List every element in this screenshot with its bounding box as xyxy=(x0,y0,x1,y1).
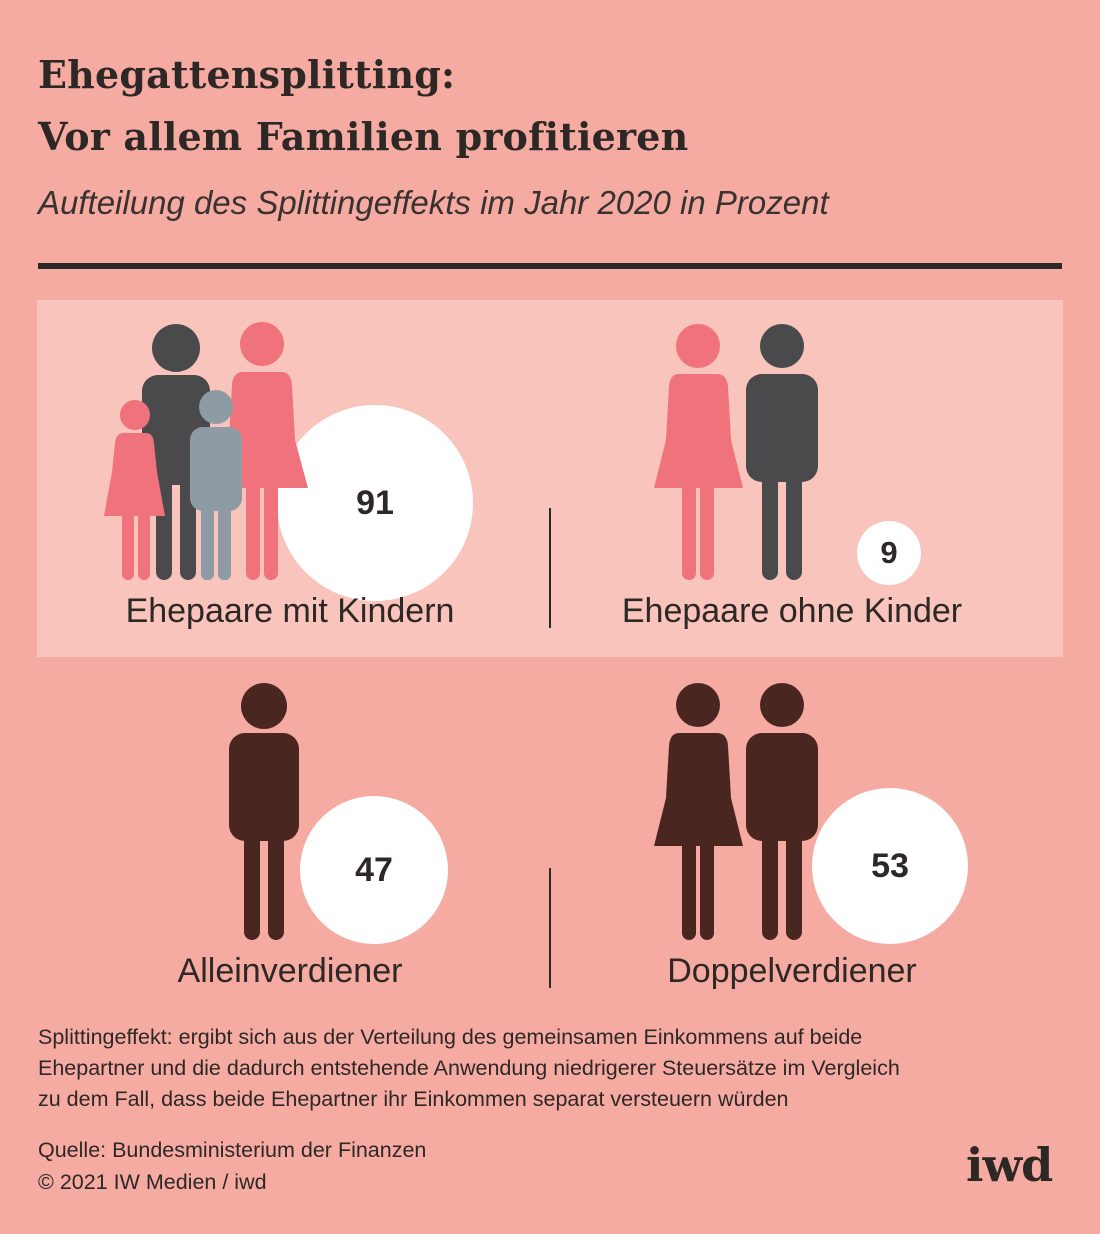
page-title: Ehegattensplitting: Vor allem Familien p… xyxy=(38,44,688,168)
label-mit-kindern: Ehepaare mit Kindern xyxy=(125,592,455,630)
mother-figure-icon xyxy=(216,322,308,580)
dual-earner-icon xyxy=(654,683,818,940)
title-line-2: Vor allem Familien profitieren xyxy=(38,114,689,159)
panel-divider-bottom xyxy=(549,868,551,988)
value-bubble-doppelverdiener: 53 xyxy=(812,788,968,944)
value-bubble-ohne-kinder: 9 xyxy=(857,521,921,585)
couple-icon xyxy=(654,324,818,580)
footnote-line-3: zu dem Fall, dass beide Ehepartner ihr E… xyxy=(38,1087,789,1111)
woman-figure-icon xyxy=(654,324,743,580)
subtitle: Aufteilung des Splittingeffekts im Jahr … xyxy=(38,184,829,221)
source-text: Quelle: Bundesministerium der Finanzen xyxy=(38,1138,427,1162)
header-divider xyxy=(38,263,1062,269)
girl-figure-icon xyxy=(104,400,165,580)
dual-earner-woman-icon xyxy=(654,683,743,940)
value-bubble-alleinverdiener: 47 xyxy=(300,796,448,944)
value-bubble-mit-kindern: 91 xyxy=(277,405,473,601)
dual-earner-man-icon xyxy=(746,683,818,940)
value-label-ohne-kinder: 9 xyxy=(880,535,898,570)
title-line-1: Ehegattensplitting: xyxy=(38,52,456,97)
source-block: Quelle: Bundesministerium der Finanzen ©… xyxy=(38,1134,426,1198)
label-doppelverdiener: Doppelverdiener xyxy=(667,952,917,990)
footnote: Splittingeffekt: ergibt sich aus der Ver… xyxy=(38,1022,1068,1115)
panel-divider-top xyxy=(549,508,551,628)
single-earner-icon xyxy=(229,683,299,940)
label-ohne-kinder: Ehepaare ohne Kinder xyxy=(621,592,963,630)
value-label-mit-kindern: 91 xyxy=(356,483,394,522)
label-alleinverdiener: Alleinverdiener xyxy=(177,952,403,990)
footnote-line-1: Splittingeffekt: ergibt sich aus der Ver… xyxy=(38,1025,863,1049)
boy-figure-icon xyxy=(190,390,242,580)
single-earner-figure-icon xyxy=(229,683,299,940)
family-icon xyxy=(104,322,308,580)
man-figure-icon xyxy=(746,324,818,580)
footnote-line-2: Ehepartner und die dadurch entstehende A… xyxy=(38,1056,900,1080)
copyright-text: © 2021 IW Medien / iwd xyxy=(38,1170,267,1194)
value-label-doppelverdiener: 53 xyxy=(871,846,909,885)
value-label-alleinverdiener: 47 xyxy=(355,850,393,889)
iwd-logo: iwd xyxy=(966,1138,1053,1192)
